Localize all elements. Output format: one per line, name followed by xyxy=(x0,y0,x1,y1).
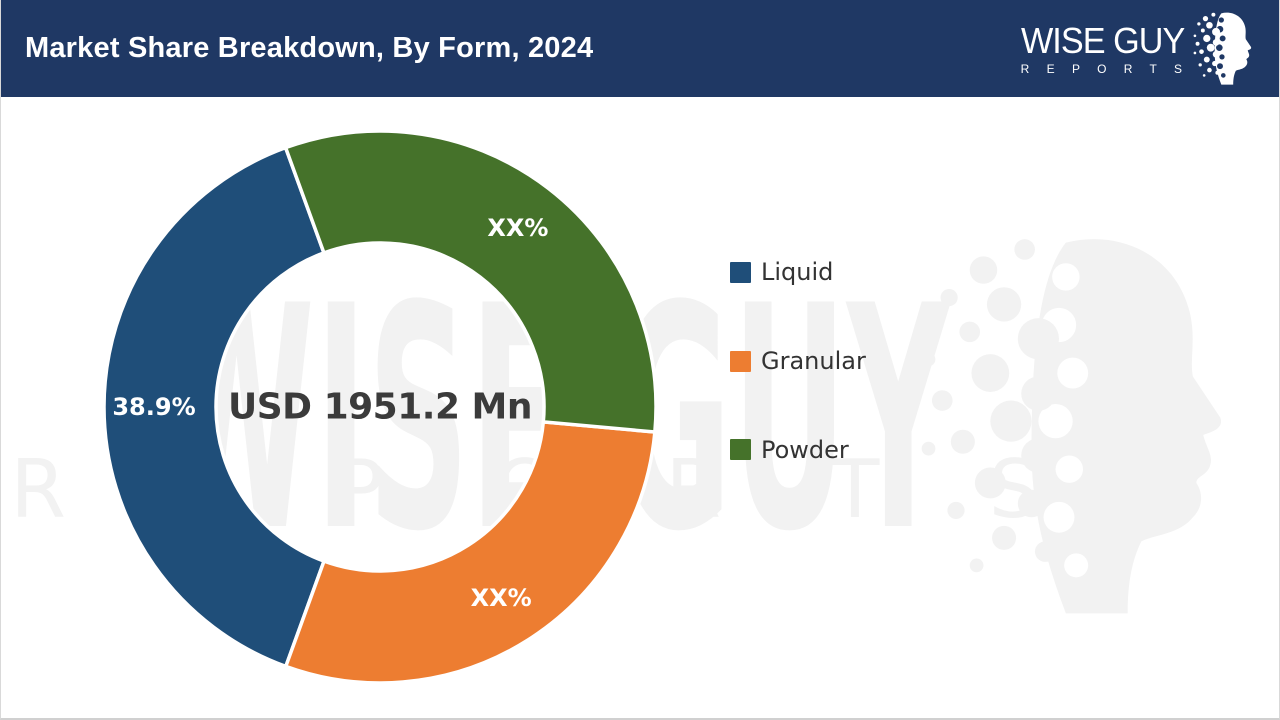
segment-label-liquid: 38.9% xyxy=(112,393,195,421)
legend-item-liquid: Liquid xyxy=(730,258,866,287)
legend-swatch-liquid xyxy=(730,261,751,283)
page-title: Market Share Breakdown, By Form, 2024 xyxy=(25,32,594,64)
donut-segment-liquid xyxy=(102,145,326,669)
legend-swatch-granular xyxy=(730,350,751,372)
legend-label: Granular xyxy=(761,346,866,375)
legend-label: Liquid xyxy=(761,258,834,286)
legend-item-powder: Powder xyxy=(730,436,866,465)
header-bar: Market Share Breakdown, By Form, 2024 WI… xyxy=(1,0,1279,97)
wiseguy-face-icon xyxy=(1193,12,1252,85)
legend-label: Powder xyxy=(761,435,849,464)
legend-swatch-powder xyxy=(730,439,751,461)
segment-label-granular: XX% xyxy=(471,584,532,612)
segment-label-powder: XX% xyxy=(487,214,548,242)
center-value-label: USD 1951.2 Mn xyxy=(228,387,532,428)
legend-item-granular: Granular xyxy=(730,347,866,376)
logo-text: WISE GUY R E P O R T S xyxy=(1016,19,1189,76)
logo-wordmark: WISE GUY xyxy=(1020,19,1185,61)
donut-chart: 38.9% XX% XX% USD 1951.2 Mn xyxy=(102,129,658,685)
donut-segment-powder xyxy=(283,129,658,434)
logo-subtext: R E P O R T S xyxy=(1020,61,1189,76)
wiseguy-logo: WISE GUY R E P O R T S xyxy=(1016,9,1253,89)
donut-segment-granular xyxy=(284,420,657,685)
watermark-face-icon xyxy=(921,239,1222,614)
chart-legend: Liquid Granular Powder xyxy=(730,258,866,464)
